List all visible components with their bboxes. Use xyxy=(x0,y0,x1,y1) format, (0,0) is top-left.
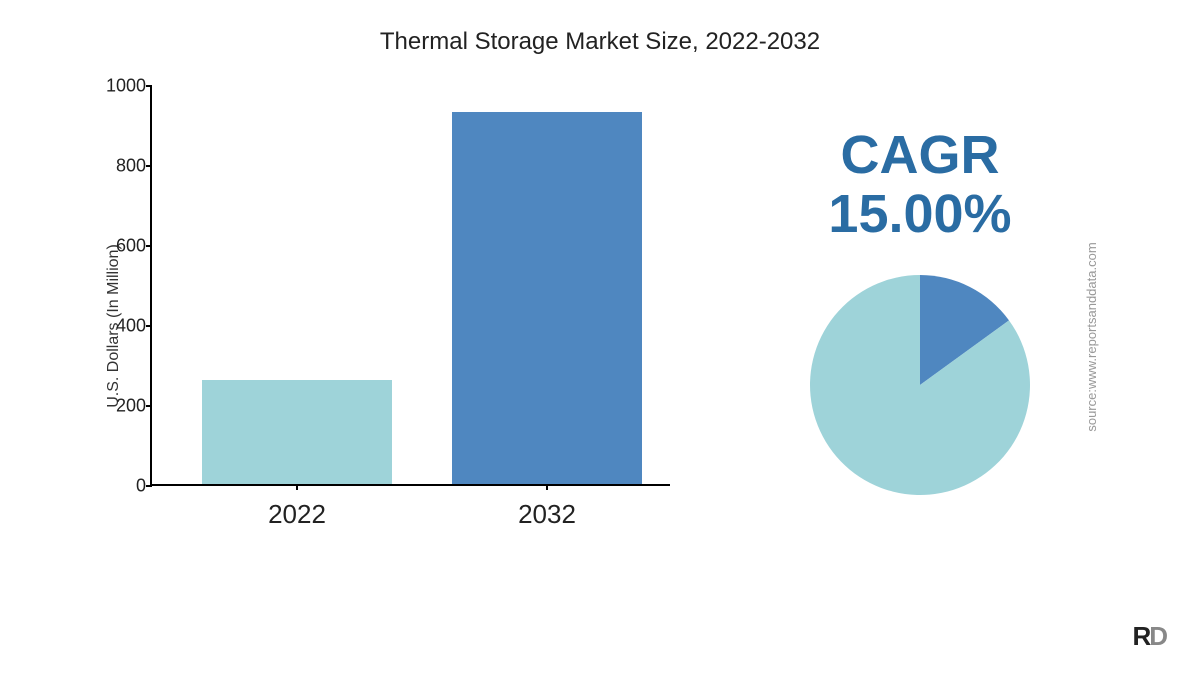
chart-title: Thermal Storage Market Size, 2022-2032 xyxy=(0,0,1200,66)
y-tick-label: 0 xyxy=(102,476,146,497)
y-tick-label: 600 xyxy=(102,236,146,257)
plot-area: 20222032 xyxy=(150,86,670,486)
pie-chart xyxy=(750,275,1090,495)
logo-d: D xyxy=(1149,621,1166,651)
cagr-value: 15.00% xyxy=(750,185,1090,244)
logo-r: R xyxy=(1132,621,1149,651)
x-axis-label: 2032 xyxy=(518,499,576,530)
bar-2032 xyxy=(452,112,642,484)
x-axis-label: 2022 xyxy=(268,499,326,530)
main-container: U.S. Dollars (In Million) 02004006008001… xyxy=(0,66,1200,566)
source-attribution: source:www.reportsanddata.com xyxy=(1084,242,1099,431)
bar-2022 xyxy=(202,380,392,484)
logo: RD xyxy=(1132,621,1166,652)
y-tick-label: 200 xyxy=(102,396,146,417)
y-tick-label: 1000 xyxy=(102,76,146,97)
pie-svg xyxy=(810,275,1030,495)
x-tick-mark xyxy=(296,484,298,490)
right-panel: CAGR 15.00% xyxy=(690,86,1090,566)
cagr-label: CAGR xyxy=(750,126,1090,185)
bar-chart: U.S. Dollars (In Million) 02004006008001… xyxy=(90,86,690,566)
y-tick-label: 800 xyxy=(102,156,146,177)
x-tick-mark xyxy=(546,484,548,490)
y-tick-label: 400 xyxy=(102,316,146,337)
